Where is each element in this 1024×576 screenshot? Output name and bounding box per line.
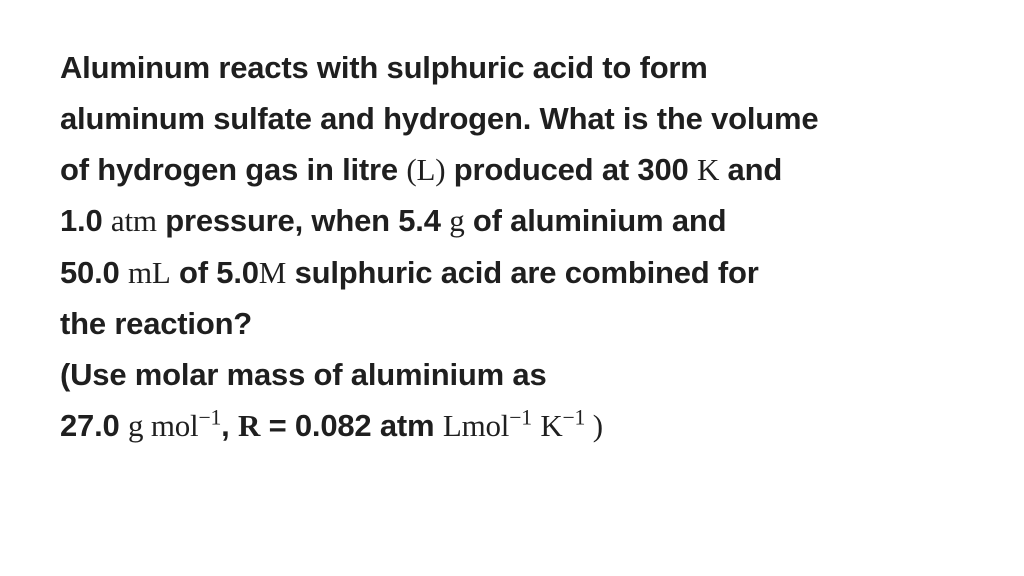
val-300: 300 [637,152,697,187]
unit-K: K [697,152,719,187]
unit-M: M [259,255,286,290]
val-1-0: 1.0 [60,203,111,238]
unit-L: L [417,152,436,187]
unit-K2: K [540,408,562,443]
line3-c: and [719,152,782,187]
paren-open: ( [406,152,416,187]
symbol-R: R [238,408,260,443]
unit-Lmol: Lmol [443,408,509,443]
line4-b: of aluminium and [465,203,727,238]
val-50: 50.0 [60,255,128,290]
line3-a: of hydrogen gas in litre [60,152,406,187]
line6: the reaction? [60,306,252,341]
line5-b: sulphuric acid are combined for [286,255,758,290]
line1: Aluminum reacts with sulphuric acid to f… [60,50,708,85]
line3-b: produced at [445,152,637,187]
unit-mol: mol [151,408,199,443]
line4-a: pressure, when [157,203,398,238]
exp-3: −1 [563,406,586,430]
val-5-4: 5.4 [398,203,449,238]
line2: aluminum sulfate and hydrogen. What is t… [60,101,818,136]
close-paren: ) [585,408,603,443]
line7: (Use molar mass of aluminium as [60,357,547,392]
comma: , [221,408,238,443]
unit-g: g [449,203,464,238]
val-27: 27.0 [60,408,128,443]
val-0082: 0.082 atm [295,408,443,443]
unit-g2: g [128,408,151,443]
paren-close: ) [435,152,445,187]
question-container: Aluminum reacts with sulphuric acid to f… [0,0,1024,451]
question-text: Aluminum reacts with sulphuric acid to f… [60,42,964,451]
line5-a: of [171,255,217,290]
exp-2: −1 [509,406,532,430]
unit-atm: atm [111,203,157,238]
unit-mL: mL [128,255,171,290]
val-5-0: 5.0 [216,255,259,290]
eq: = [260,408,295,443]
exp-1: −1 [198,406,221,430]
